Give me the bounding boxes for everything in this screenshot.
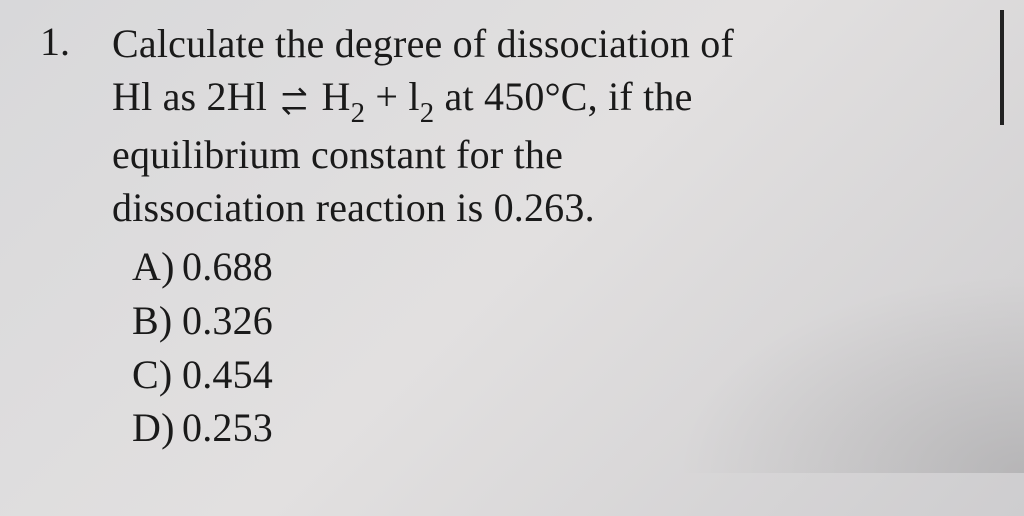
option-label: A) — [132, 240, 182, 294]
option-d[interactable]: D)0.253 — [132, 401, 954, 455]
question-line-2: Hl as 2Hl H2 + l2 at 450°C, if the — [112, 71, 954, 129]
question-row: 1. Calculate the degree of dissociation … — [40, 18, 984, 455]
option-a[interactable]: A)0.688 — [132, 240, 954, 294]
options-list: A)0.688 B)0.326 C)0.454 D)0.253 — [112, 240, 954, 454]
option-label: D) — [132, 401, 182, 455]
question-body: Calculate the degree of dissociation of … — [112, 18, 984, 455]
question-line-1: Calculate the degree of dissociation of — [112, 18, 954, 71]
option-value: 0.454 — [182, 352, 273, 397]
option-value: 0.253 — [182, 405, 273, 450]
option-label: B) — [132, 294, 182, 348]
question-page: 1. Calculate the degree of dissociation … — [0, 0, 1024, 473]
option-b[interactable]: B)0.326 — [132, 294, 954, 348]
option-value: 0.688 — [182, 244, 273, 289]
subscript-i2: 2 — [420, 97, 435, 129]
question-number: 1. — [40, 18, 90, 65]
q-line2-seg-c: + l — [365, 74, 419, 119]
option-value: 0.326 — [182, 298, 273, 343]
subscript-h2: 2 — [351, 97, 366, 129]
question-line-4: dissociation reaction is 0.263. — [112, 182, 954, 235]
option-label: C) — [132, 348, 182, 402]
page-right-border — [1000, 10, 1004, 125]
equilibrium-arrow-icon — [277, 87, 311, 115]
option-c[interactable]: C)0.454 — [132, 348, 954, 402]
q-line2-seg-b: H — [311, 74, 350, 119]
question-line-3: equilibrium constant for the — [112, 129, 954, 182]
q-line2-seg-a: Hl as 2Hl — [112, 74, 277, 119]
q-line2-seg-d: at 450°C, if the — [434, 74, 692, 119]
